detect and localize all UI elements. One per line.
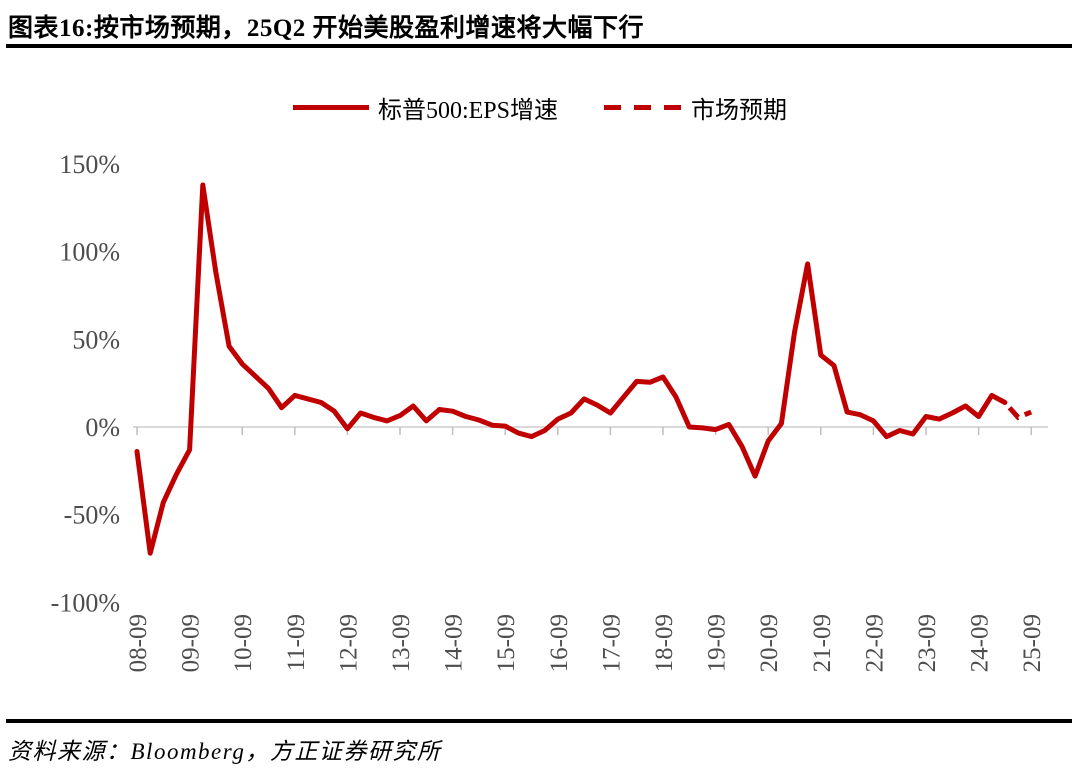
eps-growth-line xyxy=(134,182,1008,556)
x-axis-label: 21-09 xyxy=(809,614,836,672)
x-axis-label: 08-09 xyxy=(125,614,152,672)
legend-item-eps-growth: 标普500:EPS增速 xyxy=(292,90,559,125)
x-axis-label: 10-09 xyxy=(230,614,257,672)
legend-item-market-forecast: 市场预期 xyxy=(604,90,787,125)
x-axis-label: 11-09 xyxy=(283,614,310,671)
x-axis-label: 09-09 xyxy=(178,614,205,672)
market-forecast-dashed-line xyxy=(1003,400,1033,421)
dashed-line-marker-icon xyxy=(604,105,683,110)
solid-line-marker-icon xyxy=(292,105,369,110)
x-axis-label: 19-09 xyxy=(704,614,731,672)
y-axis-label: -100% xyxy=(51,588,120,617)
y-axis-label: 150% xyxy=(59,150,120,179)
x-axis-label: 18-09 xyxy=(651,614,678,672)
x-axis-label: 16-09 xyxy=(546,614,573,672)
x-axis-label: 12-09 xyxy=(335,614,362,672)
x-axis-label: 17-09 xyxy=(598,614,625,672)
x-axis-label: 14-09 xyxy=(441,614,468,672)
y-axis-label: 50% xyxy=(72,325,120,354)
x-axis-label: 20-09 xyxy=(756,614,783,672)
source-note: 资料来源：Bloomberg，方正证券研究所 xyxy=(8,739,442,764)
x-axis-label: 25-09 xyxy=(1019,614,1046,672)
x-axis-label: 23-09 xyxy=(914,614,941,672)
x-axis-label: 13-09 xyxy=(388,614,415,672)
title-divider xyxy=(6,44,1072,48)
x-axis-label: 15-09 xyxy=(493,614,520,672)
legend-label-eps-growth: 标普500:EPS增速 xyxy=(377,98,559,124)
x-axis-label: 22-09 xyxy=(861,614,888,672)
y-axis-label: -50% xyxy=(64,501,120,530)
legend: 标普500:EPS增速 市场预期 xyxy=(0,90,1080,125)
x-axis-label: 24-09 xyxy=(967,614,994,672)
legend-label-market-forecast: 市场预期 xyxy=(691,98,788,124)
y-axis-label: 0% xyxy=(85,413,120,442)
chart-title: 图表16:按市场预期，25Q2 开始美股盈利增速将大幅下行 xyxy=(8,15,645,42)
footer-divider xyxy=(6,719,1072,723)
y-axis-label: 100% xyxy=(59,238,120,267)
